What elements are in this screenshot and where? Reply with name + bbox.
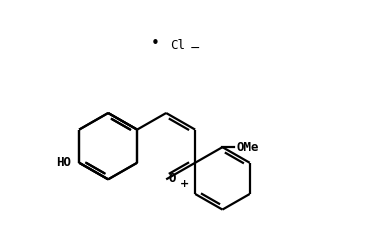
Text: −: − xyxy=(190,42,200,55)
Text: O: O xyxy=(168,172,176,185)
Text: +: + xyxy=(180,179,189,189)
Text: HO: HO xyxy=(56,156,71,169)
Text: •: • xyxy=(151,36,160,51)
Text: OMe: OMe xyxy=(236,141,259,154)
Text: Cl: Cl xyxy=(170,39,185,52)
